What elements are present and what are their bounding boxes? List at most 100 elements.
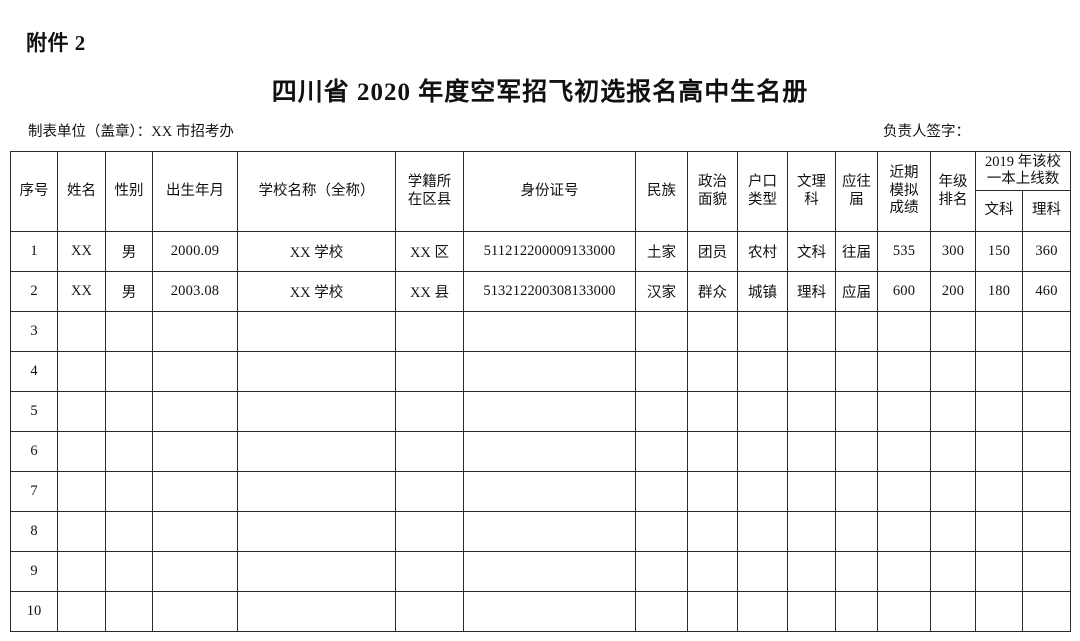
cell-grade-rank[interactable]: 200 xyxy=(930,271,976,312)
cell-arts-count[interactable] xyxy=(975,551,1023,592)
cell-grade-rank[interactable] xyxy=(930,431,976,472)
cell-political-status[interactable] xyxy=(687,351,738,392)
cell-track[interactable] xyxy=(787,391,836,432)
cell-name[interactable] xyxy=(57,431,106,472)
cell-household-type[interactable]: 城镇 xyxy=(737,271,788,312)
cell-ethnicity[interactable] xyxy=(635,511,688,552)
cell-id-number[interactable] xyxy=(463,351,636,392)
cell-mock-score[interactable] xyxy=(877,391,931,432)
cell-district[interactable] xyxy=(395,351,464,392)
cell-graduation-status[interactable]: 应届 xyxy=(835,271,878,312)
cell-mock-score[interactable] xyxy=(877,511,931,552)
cell-science-count[interactable] xyxy=(1022,351,1071,392)
cell-ethnicity[interactable] xyxy=(635,431,688,472)
cell-household-type[interactable] xyxy=(737,551,788,592)
cell-ethnicity[interactable] xyxy=(635,471,688,512)
cell-grade-rank[interactable] xyxy=(930,391,976,432)
cell-name[interactable] xyxy=(57,311,106,352)
cell-school[interactable] xyxy=(237,591,396,632)
cell-id-number[interactable] xyxy=(463,511,636,552)
cell-political-status[interactable] xyxy=(687,591,738,632)
cell-grade-rank[interactable] xyxy=(930,351,976,392)
cell-birth[interactable] xyxy=(152,511,238,552)
cell-seq[interactable]: 9 xyxy=(10,551,58,592)
cell-track[interactable] xyxy=(787,591,836,632)
cell-track[interactable] xyxy=(787,311,836,352)
cell-seq[interactable]: 4 xyxy=(10,351,58,392)
cell-seq[interactable]: 5 xyxy=(10,391,58,432)
cell-grade-rank[interactable] xyxy=(930,551,976,592)
cell-household-type[interactable] xyxy=(737,471,788,512)
cell-gender[interactable] xyxy=(105,591,153,632)
cell-id-number[interactable] xyxy=(463,431,636,472)
cell-id-number[interactable] xyxy=(463,591,636,632)
cell-birth[interactable] xyxy=(152,351,238,392)
cell-graduation-status[interactable] xyxy=(835,511,878,552)
cell-science-count[interactable] xyxy=(1022,431,1071,472)
cell-track[interactable]: 文科 xyxy=(787,231,836,272)
cell-science-count[interactable]: 360 xyxy=(1022,231,1071,272)
cell-arts-count[interactable]: 150 xyxy=(975,231,1023,272)
cell-id-number[interactable]: 511212200009133000 xyxy=(463,231,636,272)
cell-gender[interactable] xyxy=(105,511,153,552)
cell-birth[interactable] xyxy=(152,431,238,472)
cell-id-number[interactable] xyxy=(463,391,636,432)
cell-science-count[interactable] xyxy=(1022,471,1071,512)
cell-ethnicity[interactable] xyxy=(635,351,688,392)
cell-school[interactable]: XX 学校 xyxy=(237,231,396,272)
cell-gender[interactable] xyxy=(105,431,153,472)
cell-school[interactable] xyxy=(237,471,396,512)
cell-graduation-status[interactable] xyxy=(835,431,878,472)
cell-political-status[interactable]: 团员 xyxy=(687,231,738,272)
cell-household-type[interactable] xyxy=(737,391,788,432)
cell-grade-rank[interactable]: 300 xyxy=(930,231,976,272)
cell-birth[interactable] xyxy=(152,591,238,632)
cell-arts-count[interactable] xyxy=(975,311,1023,352)
cell-graduation-status[interactable] xyxy=(835,391,878,432)
cell-seq[interactable]: 7 xyxy=(10,471,58,512)
cell-grade-rank[interactable] xyxy=(930,471,976,512)
cell-birth[interactable]: 2003.08 xyxy=(152,271,238,312)
cell-grade-rank[interactable] xyxy=(930,311,976,352)
cell-track[interactable] xyxy=(787,351,836,392)
cell-gender[interactable]: 男 xyxy=(105,271,153,312)
cell-mock-score[interactable]: 600 xyxy=(877,271,931,312)
cell-ethnicity[interactable] xyxy=(635,591,688,632)
cell-seq[interactable]: 8 xyxy=(10,511,58,552)
cell-name[interactable] xyxy=(57,351,106,392)
cell-arts-count[interactable] xyxy=(975,391,1023,432)
cell-ethnicity[interactable] xyxy=(635,311,688,352)
cell-school[interactable] xyxy=(237,431,396,472)
cell-graduation-status[interactable] xyxy=(835,311,878,352)
cell-id-number[interactable] xyxy=(463,471,636,512)
cell-track[interactable]: 理科 xyxy=(787,271,836,312)
cell-graduation-status[interactable] xyxy=(835,591,878,632)
cell-mock-score[interactable] xyxy=(877,591,931,632)
cell-mock-score[interactable] xyxy=(877,351,931,392)
cell-school[interactable] xyxy=(237,551,396,592)
cell-gender[interactable] xyxy=(105,551,153,592)
cell-seq[interactable]: 10 xyxy=(10,591,58,632)
cell-id-number[interactable]: 513212200308133000 xyxy=(463,271,636,312)
cell-id-number[interactable] xyxy=(463,551,636,592)
cell-arts-count[interactable] xyxy=(975,471,1023,512)
cell-mock-score[interactable]: 535 xyxy=(877,231,931,272)
cell-gender[interactable] xyxy=(105,351,153,392)
cell-political-status[interactable]: 群众 xyxy=(687,271,738,312)
cell-name[interactable] xyxy=(57,391,106,432)
cell-birth[interactable]: 2000.09 xyxy=(152,231,238,272)
cell-gender[interactable] xyxy=(105,311,153,352)
cell-seq[interactable]: 6 xyxy=(10,431,58,472)
cell-district[interactable] xyxy=(395,391,464,432)
cell-grade-rank[interactable] xyxy=(930,511,976,552)
cell-district[interactable] xyxy=(395,471,464,512)
cell-science-count[interactable] xyxy=(1022,311,1071,352)
cell-political-status[interactable] xyxy=(687,431,738,472)
cell-district[interactable] xyxy=(395,431,464,472)
cell-mock-score[interactable] xyxy=(877,551,931,592)
cell-seq[interactable]: 3 xyxy=(10,311,58,352)
cell-birth[interactable] xyxy=(152,311,238,352)
cell-gender[interactable]: 男 xyxy=(105,231,153,272)
cell-household-type[interactable]: 农村 xyxy=(737,231,788,272)
cell-school[interactable]: XX 学校 xyxy=(237,271,396,312)
